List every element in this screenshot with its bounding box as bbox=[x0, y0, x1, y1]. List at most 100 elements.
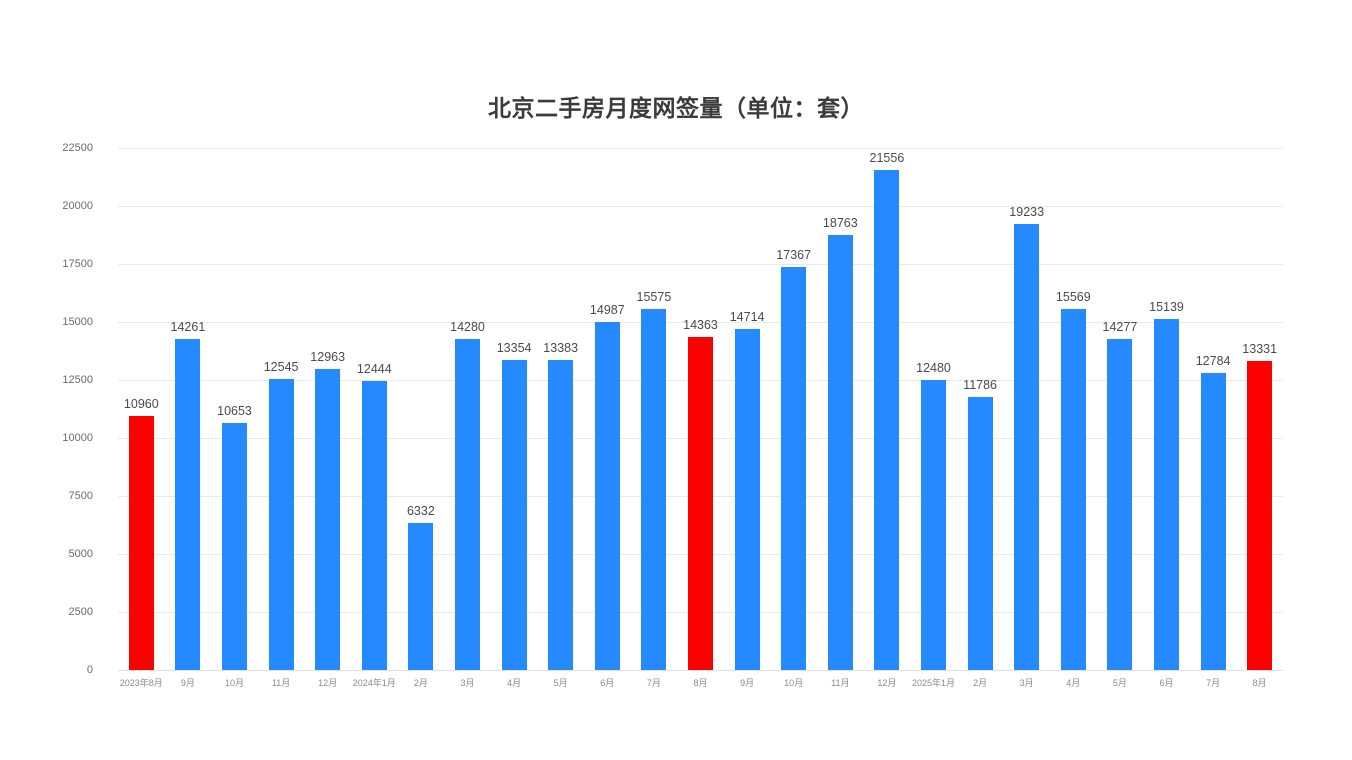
x-axis-tick-label: 9月 bbox=[740, 678, 755, 688]
bar-value-label: 14987 bbox=[589, 303, 625, 318]
bar[interactable]: 12963 bbox=[310, 350, 345, 670]
bar-fill bbox=[594, 322, 620, 670]
x-axis-tick-label: 2023年8月 bbox=[119, 678, 163, 688]
bar-value-label: 12444 bbox=[356, 362, 392, 377]
bar-fill bbox=[1200, 373, 1226, 670]
y-axis-tick-label: 5000 bbox=[68, 548, 93, 560]
bar-value-label: 15575 bbox=[636, 289, 672, 304]
bar[interactable]: 14987 bbox=[590, 303, 625, 670]
bar-fill bbox=[222, 422, 247, 670]
bar-fill bbox=[827, 234, 853, 670]
x-axis-tick-label: 5月 bbox=[553, 678, 568, 688]
gridline bbox=[118, 148, 1283, 149]
bar[interactable]: 14280 bbox=[450, 320, 485, 670]
bar[interactable]: 15569 bbox=[1056, 290, 1091, 670]
bar[interactable]: 12480 bbox=[916, 361, 951, 670]
bar-fill bbox=[1014, 223, 1040, 670]
bar-fill bbox=[734, 328, 760, 670]
x-axis-tick-label: 3月 bbox=[1019, 678, 1034, 688]
x-axis-tick-label: 10月 bbox=[784, 678, 804, 688]
x-axis-tick-label: 9月 bbox=[180, 678, 195, 688]
bar-fill bbox=[641, 308, 667, 670]
bar[interactable]: 14363 bbox=[683, 318, 718, 670]
x-axis-tick-label: 4月 bbox=[507, 678, 522, 688]
bar-value-label: 14363 bbox=[683, 317, 718, 332]
plot-area: 10960 14261 10653 12545 12963 12444 6332 14280 1… bbox=[118, 148, 1283, 671]
x-axis-tick-label: 4月 bbox=[1066, 678, 1081, 688]
bar-value-label: 13383 bbox=[543, 340, 579, 355]
bar[interactable]: 14277 bbox=[1103, 320, 1137, 670]
bar[interactable]: 12444 bbox=[357, 362, 392, 670]
x-axis-tick-label: 6月 bbox=[600, 678, 615, 688]
bar[interactable]: 18763 bbox=[823, 216, 858, 670]
bar-value-label: 21556 bbox=[869, 150, 905, 165]
bar[interactable]: 15139 bbox=[1149, 300, 1184, 670]
bar-highlight-fill bbox=[1247, 360, 1273, 670]
bar-value-label: 12784 bbox=[1195, 354, 1231, 369]
x-axis-tick-label: 11月 bbox=[831, 678, 850, 688]
bar[interactable]: 14714 bbox=[730, 310, 764, 670]
bar-value-label: 12963 bbox=[310, 350, 346, 365]
bar-fill bbox=[781, 267, 807, 670]
bar-value-label: 11786 bbox=[963, 377, 998, 392]
x-axis-tick-label: 5月 bbox=[1112, 678, 1127, 688]
y-axis-tick-label: 2500 bbox=[68, 606, 93, 618]
x-axis-tick-label: 2月 bbox=[973, 678, 988, 688]
bar-fill bbox=[874, 169, 900, 670]
y-axis-tick-label: 20000 bbox=[62, 200, 93, 212]
gridline bbox=[118, 206, 1283, 207]
bar[interactable]: 12784 bbox=[1196, 354, 1230, 670]
y-axis-tick-label: 7500 bbox=[68, 490, 93, 502]
bar-value-label: 14714 bbox=[729, 309, 765, 324]
y-axis-tick-label: 22500 bbox=[62, 142, 93, 154]
bar-value-label: 18763 bbox=[822, 215, 858, 230]
bar[interactable]: 13383 bbox=[543, 341, 578, 670]
x-axis-tick-label: 8月 bbox=[693, 678, 708, 688]
x-axis-tick-label: 3月 bbox=[460, 678, 475, 688]
bar[interactable]: 14261 bbox=[171, 320, 205, 670]
bar[interactable]: 21556 bbox=[870, 151, 904, 670]
bar-fill bbox=[455, 338, 480, 670]
x-axis-tick-label: 10月 bbox=[224, 678, 245, 688]
bar[interactable]: 10960 bbox=[124, 397, 159, 670]
y-axis-tick-label: 15000 bbox=[62, 316, 93, 328]
y-axis-tick-label: 10000 bbox=[62, 432, 93, 444]
bar-value-label: 14280 bbox=[450, 319, 485, 334]
bar-fill bbox=[501, 360, 527, 670]
y-axis-tick-label: 17500 bbox=[62, 258, 93, 270]
x-axis-tick-label: 7月 bbox=[1206, 678, 1221, 688]
bar-fill bbox=[921, 380, 946, 670]
bar-value-label: 15139 bbox=[1149, 299, 1184, 314]
bar[interactable]: 12545 bbox=[264, 360, 298, 670]
bar[interactable]: 15575 bbox=[637, 290, 671, 670]
bar-highlight-fill bbox=[128, 415, 154, 670]
bar-fill bbox=[548, 359, 574, 670]
bar-highlight-fill bbox=[688, 336, 713, 670]
bar-value-label: 13354 bbox=[496, 341, 532, 356]
bar[interactable]: 13354 bbox=[497, 341, 531, 670]
bar-value-label: 12545 bbox=[263, 359, 299, 374]
bar-fill bbox=[175, 339, 201, 670]
bar[interactable]: 10653 bbox=[217, 404, 252, 670]
bar-value-label: 10653 bbox=[217, 403, 252, 418]
chart-title: 北京二手房月度网签量（单位：套） bbox=[488, 95, 864, 121]
gridline bbox=[118, 322, 1283, 323]
x-axis-tick-label: 12月 bbox=[318, 678, 338, 688]
gridline bbox=[118, 670, 1283, 671]
bar[interactable]: 13331 bbox=[1242, 342, 1277, 670]
bar[interactable]: 11786 bbox=[963, 378, 997, 670]
bar-value-label: 15569 bbox=[1055, 289, 1091, 304]
bar-value-label: 13331 bbox=[1242, 341, 1278, 356]
bar[interactable]: 17367 bbox=[776, 248, 811, 670]
bar-value-label: 17367 bbox=[776, 248, 812, 263]
bar[interactable]: 19233 bbox=[1009, 205, 1044, 670]
bar-value-label: 14261 bbox=[170, 320, 206, 335]
x-axis-tick-label: 7月 bbox=[646, 678, 661, 688]
bar-value-label: 14277 bbox=[1102, 319, 1138, 334]
bar-fill bbox=[1107, 338, 1133, 670]
gridline bbox=[118, 264, 1283, 265]
y-axis-tick-label: 12500 bbox=[62, 374, 93, 386]
bar[interactable]: 6332 bbox=[407, 504, 435, 670]
bar-fill bbox=[268, 378, 294, 670]
